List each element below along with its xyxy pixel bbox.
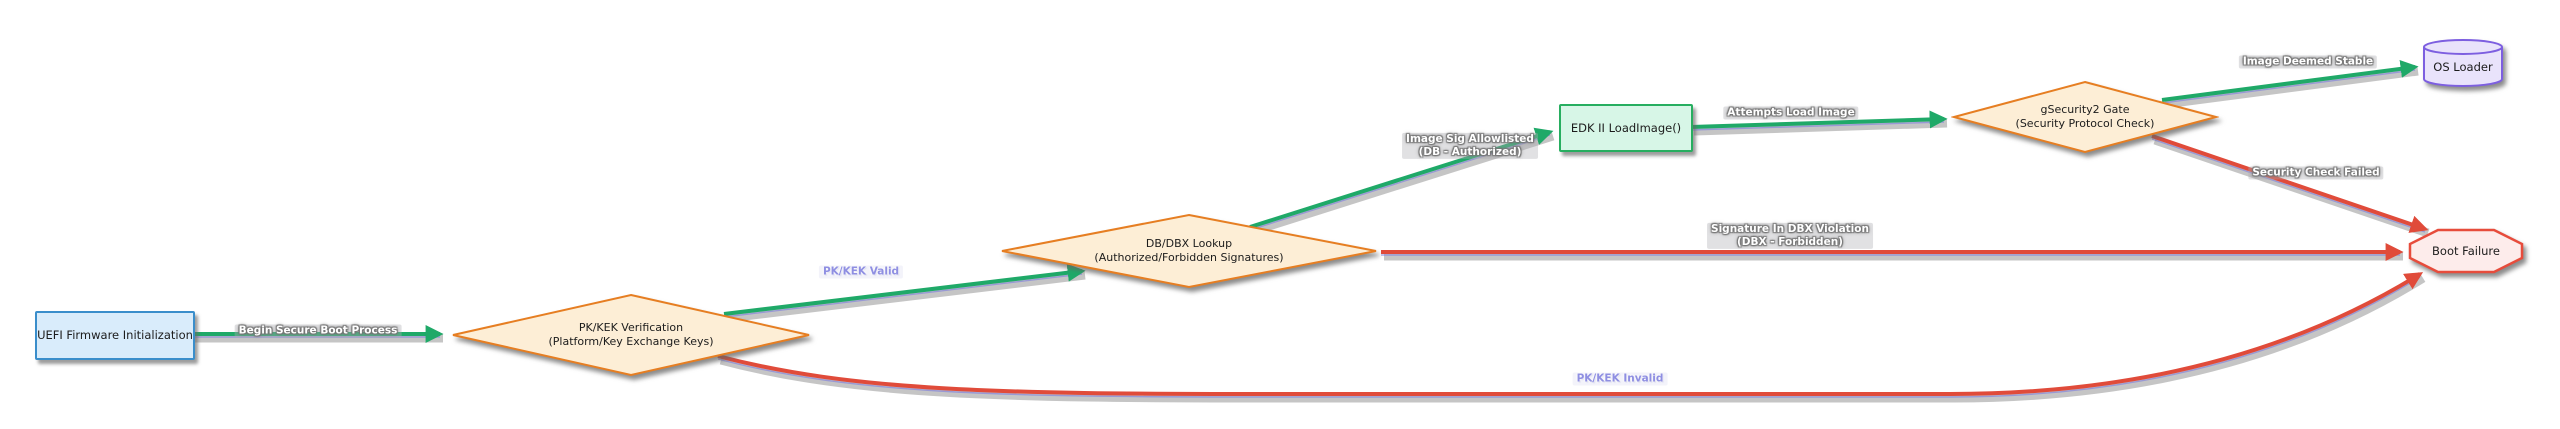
diamond-shape bbox=[1001, 213, 1377, 289]
node-label: gSecurity2 Gate (Security Protocol Check… bbox=[2015, 102, 2155, 130]
node-label: DB/DBX Lookup (Authorized/Forbidden Sign… bbox=[1094, 236, 1284, 264]
node-label: UEFI Firmware Initialization bbox=[37, 328, 193, 343]
edge-edk-to-gsec bbox=[1690, 110, 1948, 136]
node-label: PK/KEK Verification (Platform/Key Exchan… bbox=[548, 320, 714, 348]
cylinder-shape bbox=[2423, 39, 2503, 87]
edge-gsec-to-osloader bbox=[2161, 59, 2419, 109]
diamond-shape bbox=[1951, 80, 2219, 154]
node-os-loader: OS Loader bbox=[2422, 38, 2504, 88]
edge-dbdbx-to-edk bbox=[1249, 127, 1555, 236]
diamond-shape bbox=[452, 293, 810, 377]
node-label: OS Loader bbox=[2433, 59, 2493, 74]
edge-label-image-sig-allowlisted: Image Sig Allowlisted (DB - Authorized) bbox=[1402, 132, 1538, 160]
node-uefi-firmware-initialization: UEFI Firmware Initialization bbox=[35, 311, 195, 360]
edge-dbdbx-to-bootfailure bbox=[1381, 243, 2404, 261]
edge-gsec-to-bootfailure bbox=[2151, 134, 2430, 238]
node-label: EDK II LoadImage() bbox=[1570, 120, 1682, 135]
edge-pkkek-to-bootfailure bbox=[717, 272, 2426, 403]
edge-label-signature-in-dbx: Signature In DBX Violation (DBX - Forbid… bbox=[1707, 222, 1873, 250]
node-boot-failure: Boot Failure bbox=[2408, 228, 2524, 274]
edge-label-begin-secure-boot: Begin Secure Boot Process bbox=[234, 324, 402, 338]
edge-label-image-deemed-stable: Image Deemed Stable bbox=[2238, 55, 2378, 69]
edge-label-security-check-failed: Security Check Failed bbox=[2248, 166, 2384, 180]
octagon-shape bbox=[2408, 228, 2524, 274]
edge-label-pkkek-invalid: PK/KEK Invalid bbox=[1572, 372, 1668, 386]
node-dbdbx-lookup: DB/DBX Lookup (Authorized/Forbidden Sign… bbox=[999, 213, 1379, 289]
edge-uefi-to-pkkek bbox=[192, 325, 444, 343]
node-edk-loadimage: EDK II LoadImage() bbox=[1559, 104, 1693, 152]
edge-label-pkkek-valid: PK/KEK Valid bbox=[818, 265, 904, 279]
node-gsecurity2-gate: gSecurity2 Gate (Security Protocol Check… bbox=[1951, 80, 2219, 154]
edge-label-attempts-load-image: Attempts Load Image bbox=[1723, 106, 1859, 120]
node-pkkek-verification: PK/KEK Verification (Platform/Key Exchan… bbox=[450, 293, 812, 377]
edge-pkkek-to-dbdbx bbox=[723, 263, 1086, 323]
node-label: Boot Failure bbox=[2432, 243, 2500, 258]
